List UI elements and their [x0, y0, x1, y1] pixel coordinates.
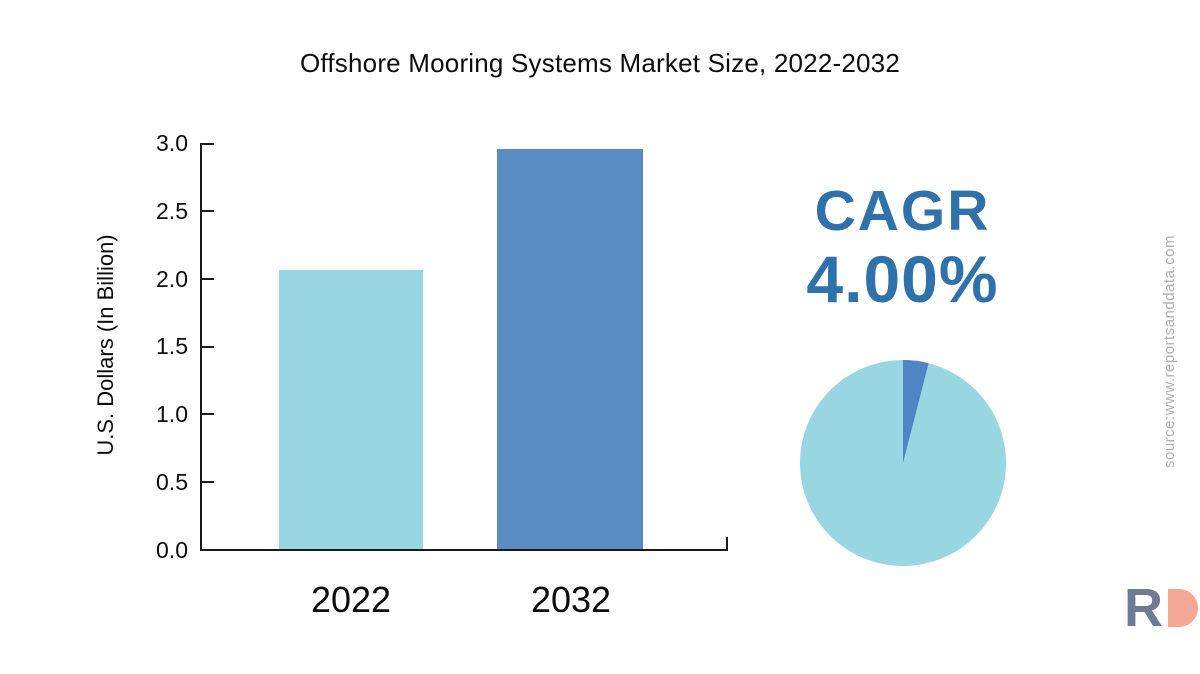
pie-wedge — [903, 360, 929, 463]
y-tick-label: 1.5 — [156, 333, 188, 359]
bar-2032 — [497, 149, 643, 550]
y-axis-tick — [202, 346, 214, 348]
y-tick-label: 2.0 — [156, 266, 188, 292]
y-tick-label: 1.0 — [156, 401, 188, 427]
y-tick-label: 0.5 — [156, 469, 188, 495]
y-axis-tick — [202, 481, 214, 483]
y-axis-tick — [202, 210, 214, 212]
x-category-label-2032: 2032 — [530, 579, 612, 620]
cagr-value: 4.00% — [806, 242, 999, 316]
logo-letter-r: R — [1124, 578, 1163, 638]
brand-logo: R — [1124, 578, 1198, 638]
x-axis-line — [200, 549, 728, 551]
x-category-label-2022: 2022 — [310, 579, 392, 620]
cagr-label: CAGR — [814, 179, 991, 243]
y-axis-tick — [202, 143, 214, 145]
cagr-annotation: CAGR 4.00% — [775, 180, 1030, 316]
chart-title: Offshore Mooring Systems Market Size, 20… — [300, 48, 900, 78]
y-axis-tick — [202, 278, 214, 280]
bar-plot-area — [200, 143, 728, 551]
pie-chart — [800, 360, 1006, 566]
bar-2022 — [279, 270, 423, 550]
y-tick-label: 0.0 — [156, 537, 188, 563]
y-tick-label: 2.5 — [156, 198, 188, 224]
y-axis-tick — [202, 413, 214, 415]
logo-d-shape — [1168, 589, 1198, 627]
x-axis-end-tick — [726, 537, 728, 549]
source-watermark: source:www.reportsanddata.com — [1161, 235, 1178, 469]
y-axis-line — [200, 143, 202, 551]
y-tick-label: 3.0 — [156, 130, 188, 156]
